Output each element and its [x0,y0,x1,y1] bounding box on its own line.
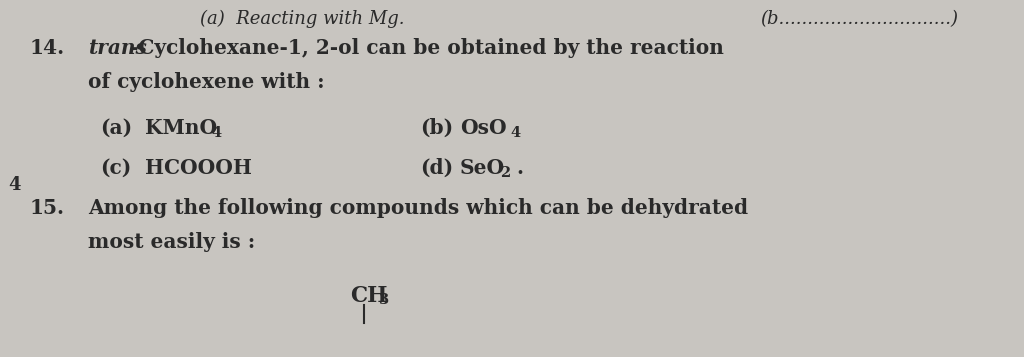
Text: Among the following compounds which can be dehydrated: Among the following compounds which can … [88,198,749,218]
Text: SeO: SeO [460,158,505,178]
Text: of cyclohexene with :: of cyclohexene with : [88,72,325,92]
Text: KMnO: KMnO [145,118,217,138]
Text: (d): (d) [420,158,454,178]
Text: 4: 4 [211,126,221,140]
Text: 4: 4 [510,126,520,140]
Text: (a)  Reacting with Mg.: (a) Reacting with Mg. [200,10,404,28]
Text: 14.: 14. [30,38,66,58]
Text: (c): (c) [100,158,131,178]
Text: 15.: 15. [30,198,65,218]
Text: .: . [516,158,523,178]
Text: 2: 2 [500,166,510,180]
Text: (b..............................): (b..............................) [760,10,958,28]
Text: 4: 4 [8,176,20,194]
Text: 3: 3 [379,293,389,307]
Text: (b): (b) [420,118,454,138]
Text: most easily is :: most easily is : [88,232,255,252]
Text: CH: CH [350,285,387,307]
Text: OsO: OsO [460,118,507,138]
Text: -Cyclohexane-1, 2-ol can be obtained by the reaction: -Cyclohexane-1, 2-ol can be obtained by … [130,38,724,58]
Text: HCOOOH: HCOOOH [145,158,252,178]
Text: trans: trans [88,38,146,58]
Text: (a): (a) [100,118,132,138]
